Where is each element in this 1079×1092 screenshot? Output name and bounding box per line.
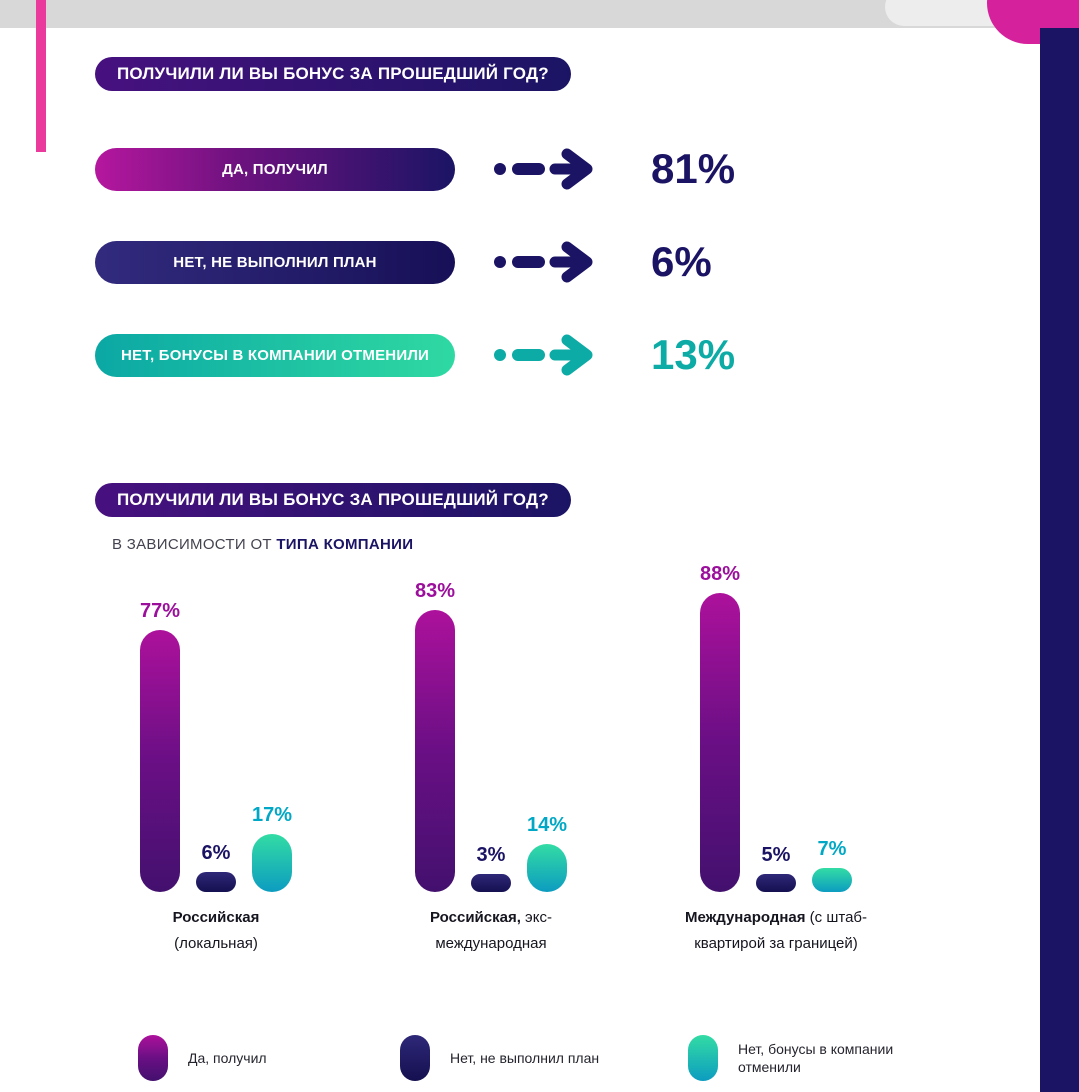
answer-value: 81% (651, 145, 736, 192)
bar-shape (140, 630, 180, 892)
chart-bar-no_plan: 6% (196, 842, 236, 892)
chart-bar-yes: 88% (700, 563, 740, 892)
answer-label: ДА, ПОЛУЧИЛ (222, 160, 328, 178)
bar-value-label: 17% (251, 804, 293, 827)
category-label-line2: квартирой за границей) (694, 935, 858, 952)
bar-value-label: 5% (761, 844, 791, 866)
bar-group-international: 88% 5% 7% (700, 563, 852, 892)
bar-value-label: 88% (699, 562, 741, 585)
section2-title: ПОЛУЧИЛИ ЛИ ВЫ БОНУС ЗА ПРОШЕДШИЙ ГОД? (117, 490, 549, 509)
answer-value: 6% (651, 238, 712, 285)
legend-label: Нет, бонусы в компании отменили (738, 1041, 894, 1075)
legend-item-no-plan: Нет, не выполнил план (400, 1035, 599, 1081)
category-label-russian-local: Российская (локальная) (76, 905, 356, 957)
legend-item-yes: Да, получил (138, 1035, 267, 1081)
category-label-line2: (локальная) (174, 935, 258, 952)
chart-bar-cancelled: 14% (527, 814, 567, 892)
category-label-rest: экс- (520, 909, 552, 926)
bar-value-label: 77% (139, 600, 181, 623)
legend-pill-yes (138, 1035, 168, 1081)
category-label-bold: Международная (684, 909, 806, 926)
section1-title-pill: ПОЛУЧИЛИ ЛИ ВЫ БОНУС ЗА ПРОШЕДШИЙ ГОД? (95, 57, 571, 91)
bar-shape (812, 868, 852, 892)
bar-shape (527, 844, 567, 892)
navy-right-strip (1040, 28, 1079, 1092)
category-label-international: Международная (с штаб- квартирой за гран… (636, 905, 916, 957)
category-label-russian-ex-international: Российская, экс- международная (351, 905, 631, 957)
answer-pill-cancelled: НЕТ, БОНУСЫ В КОМПАНИИ ОТМЕНИЛИ (95, 333, 455, 377)
bar-shape (756, 874, 796, 892)
bar-shape (196, 871, 236, 892)
subtitle-prefix: В ЗАВИСИМОСТИ ОТ (112, 536, 277, 553)
answer-pill-no-plan: НЕТ, НЕ ВЫПОЛНИЛ ПЛАН (95, 240, 455, 284)
section1-title: ПОЛУЧИЛИ ЛИ ВЫ БОНУС ЗА ПРОШЕДШИЙ ГОД? (117, 64, 549, 83)
answer-pill-yes: ДА, ПОЛУЧИЛ (95, 147, 455, 191)
legend-label: Нет, не выполнил план (450, 1050, 600, 1066)
bar-group-russian-local: 77% 6% 17% (140, 600, 292, 892)
dashed-arrow-icon (494, 241, 593, 283)
chart-bar-cancelled: 7% (812, 838, 852, 892)
answer-row-yes: ДА, ПОЛУЧИЛ 81% (95, 145, 736, 192)
bar-shape (415, 609, 455, 892)
chart-bar-cancelled: 17% (252, 804, 292, 892)
category-label-bold: Российская (172, 909, 260, 926)
bar-shape (252, 834, 292, 892)
dashed-arrow-icon (494, 334, 593, 376)
bar-shape (700, 592, 740, 892)
subtitle-bold: ТИПА КОМПАНИИ (276, 536, 414, 553)
chart-bar-no_plan: 3% (471, 844, 511, 892)
bar-value-label: 3% (476, 844, 506, 866)
bar-chart: 77% 6% 17% 83% 3% 14% 88% 5% 7% (0, 556, 1079, 892)
legend-item-cancelled: Нет, бонусы в компании отменили (688, 1035, 918, 1081)
answer-row-no-plan: НЕТ, НЕ ВЫПОЛНИЛ ПЛАН 6% (95, 238, 712, 285)
category-label-rest: (с штаб- (805, 909, 868, 926)
bar-group-russian-ex-international: 83% 3% 14% (415, 580, 567, 892)
category-label-bold: Российская, (430, 909, 521, 926)
bar-value-label: 83% (414, 579, 456, 602)
section2-title-pill: ПОЛУЧИЛИ ЛИ ВЫ БОНУС ЗА ПРОШЕДШИЙ ГОД? (95, 483, 571, 517)
legend-pill-cancelled (688, 1035, 718, 1081)
chart-bar-yes: 77% (140, 600, 180, 892)
chart-subtitle: В ЗАВИСИМОСТИ ОТ ТИПА КОМПАНИИ (112, 536, 413, 553)
answer-value: 13% (651, 331, 736, 378)
answer-row-cancelled: НЕТ, БОНУСЫ В КОМПАНИИ ОТМЕНИЛИ 13% (95, 331, 736, 378)
answer-label: НЕТ, НЕ ВЫПОЛНИЛ ПЛАН (173, 253, 377, 271)
answer-label: НЕТ, БОНУСЫ В КОМПАНИИ ОТМЕНИЛИ (120, 346, 430, 364)
bar-shape (471, 874, 511, 892)
bar-value-label: 6% (201, 841, 231, 864)
pink-left-strip (36, 0, 46, 152)
legend-label: Да, получил (188, 1050, 267, 1066)
bar-value-label: 7% (817, 838, 847, 861)
bar-value-label: 14% (526, 814, 568, 837)
legend-pill-no-plan (400, 1035, 430, 1081)
chart-bar-no_plan: 5% (756, 844, 796, 892)
category-label-line2: международная (435, 935, 547, 952)
chart-bar-yes: 83% (415, 580, 455, 892)
dashed-arrow-icon (494, 148, 593, 190)
